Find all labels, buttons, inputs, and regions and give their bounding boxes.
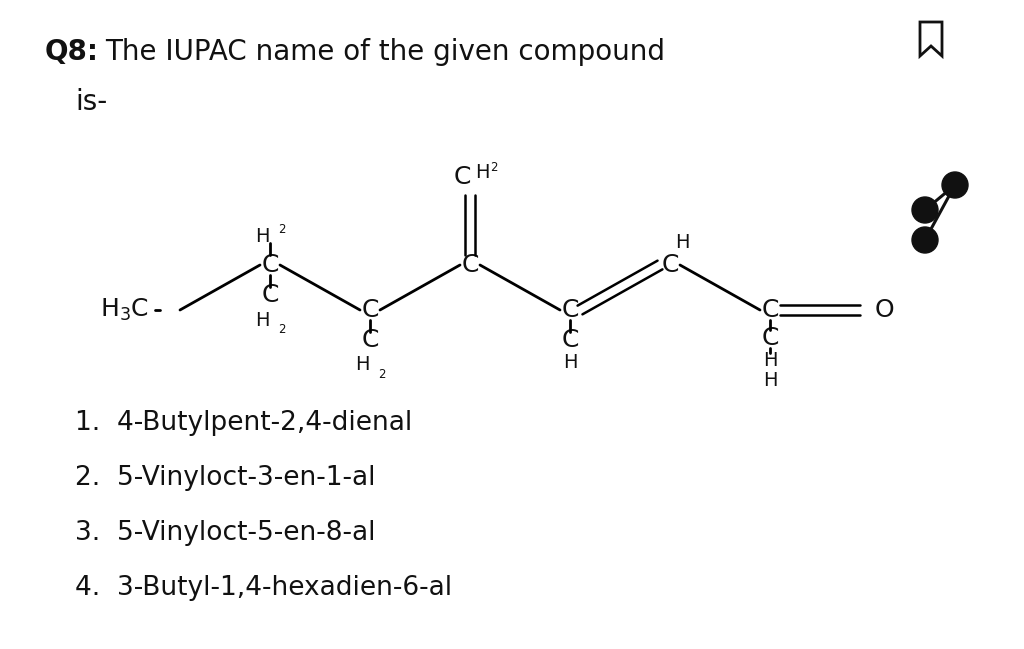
Circle shape xyxy=(942,172,968,198)
Text: C: C xyxy=(261,253,279,277)
Text: Q8:: Q8: xyxy=(45,38,99,66)
Text: 2.  5-Vinyloct-3-en-1-al: 2. 5-Vinyloct-3-en-1-al xyxy=(75,465,376,491)
Text: H$_3$C: H$_3$C xyxy=(100,297,148,323)
Text: H: H xyxy=(763,350,777,369)
Text: $_2$: $_2$ xyxy=(278,218,287,236)
Circle shape xyxy=(912,227,938,253)
Text: C: C xyxy=(662,253,679,277)
Text: $_2$: $_2$ xyxy=(490,156,499,174)
Circle shape xyxy=(912,197,938,223)
Text: C: C xyxy=(761,326,778,350)
Text: C: C xyxy=(361,328,379,352)
Text: H: H xyxy=(354,356,370,374)
Text: H: H xyxy=(255,228,269,247)
Text: 1.  4-Butylpent-2,4-dienal: 1. 4-Butylpent-2,4-dienal xyxy=(75,410,413,436)
Text: H: H xyxy=(675,234,689,252)
Text: $_2$: $_2$ xyxy=(278,318,287,336)
Text: 3.  5-Vinyloct-5-en-8-al: 3. 5-Vinyloct-5-en-8-al xyxy=(75,520,376,546)
Text: C: C xyxy=(561,328,579,352)
Text: H: H xyxy=(475,164,489,182)
Text: C: C xyxy=(561,298,579,322)
Text: C: C xyxy=(454,165,471,189)
Text: 4.  3-Butyl-1,4-hexadien-6-al: 4. 3-Butyl-1,4-hexadien-6-al xyxy=(75,575,453,601)
Text: is-: is- xyxy=(75,88,108,116)
Text: C: C xyxy=(361,298,379,322)
Text: H: H xyxy=(763,371,777,389)
Text: The IUPAC name of the given compound: The IUPAC name of the given compound xyxy=(105,38,665,66)
Text: H: H xyxy=(563,352,578,371)
Text: H: H xyxy=(255,310,269,330)
Text: C: C xyxy=(462,253,478,277)
Text: O: O xyxy=(874,298,895,322)
Text: $_2$: $_2$ xyxy=(378,363,386,381)
Text: C: C xyxy=(761,298,778,322)
Text: C: C xyxy=(261,283,279,307)
